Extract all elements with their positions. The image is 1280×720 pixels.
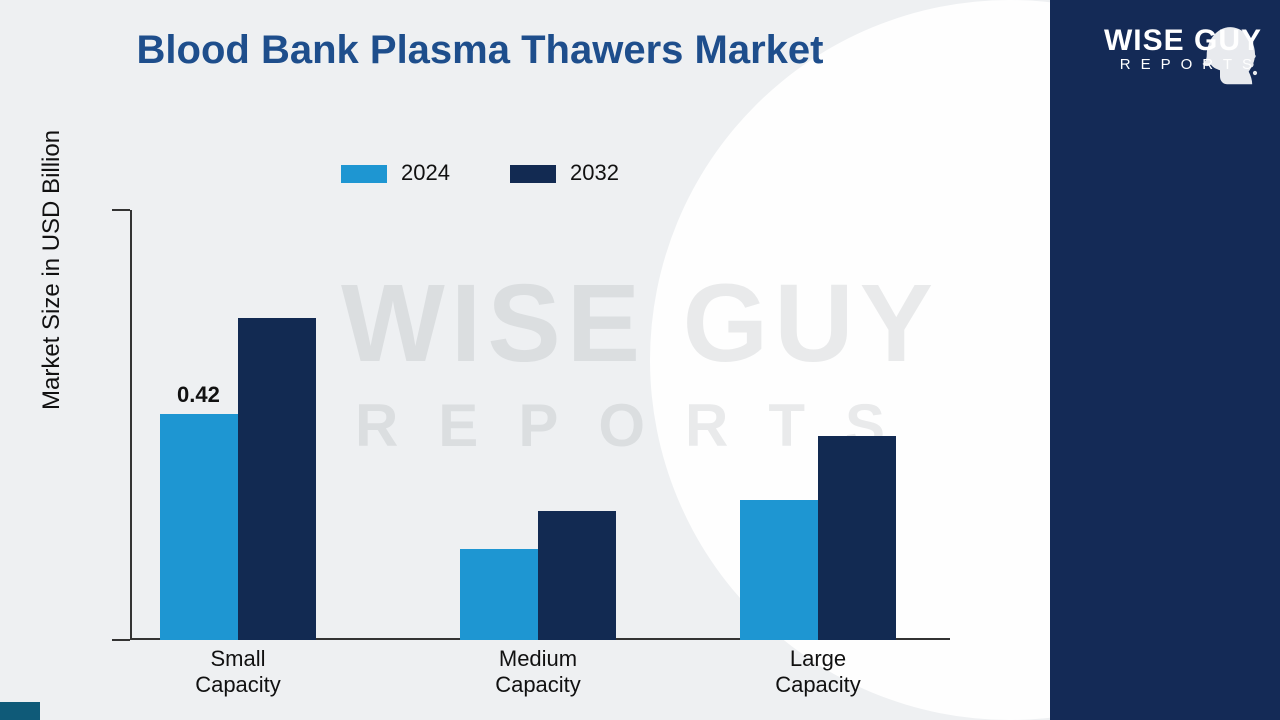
head-silhouette-icon — [1192, 24, 1262, 94]
footer-accent — [0, 702, 40, 720]
bar — [160, 414, 238, 640]
bar — [460, 549, 538, 640]
legend-item: 2024 — [341, 160, 450, 186]
chart-stage: WISE GUY REPORTS WISE GUY REPORTS Blood … — [0, 0, 1280, 720]
plot-area: SmallCapacity MediumCapacity LargeCapacity… — [130, 210, 950, 640]
bar — [538, 511, 616, 640]
brand-logo: WISE GUY REPORTS — [1062, 24, 1262, 73]
legend-swatch — [341, 165, 387, 183]
legend: 2024 2032 — [0, 160, 960, 186]
bar — [818, 436, 896, 640]
y-axis-line — [130, 210, 132, 640]
bar-group: MediumCapacity — [460, 511, 616, 640]
legend-item: 2032 — [510, 160, 619, 186]
chart-title: Blood Bank Plasma Thawers Market — [0, 28, 960, 73]
bar — [238, 318, 316, 641]
value-label: 0.42 — [177, 382, 220, 408]
legend-label: 2032 — [570, 160, 619, 185]
bar-group: LargeCapacity — [740, 436, 896, 640]
legend-label: 2024 — [401, 160, 450, 185]
category-label: MediumCapacity — [448, 640, 628, 699]
right-brand-band — [1050, 0, 1280, 720]
axis-tick — [112, 209, 130, 211]
bar-group: SmallCapacity — [160, 318, 316, 641]
legend-swatch — [510, 165, 556, 183]
y-axis-label: Market Size in USD Billion — [38, 130, 66, 410]
category-label: LargeCapacity — [728, 640, 908, 699]
bar — [740, 500, 818, 640]
axis-tick — [112, 639, 130, 641]
category-label: SmallCapacity — [148, 640, 328, 699]
